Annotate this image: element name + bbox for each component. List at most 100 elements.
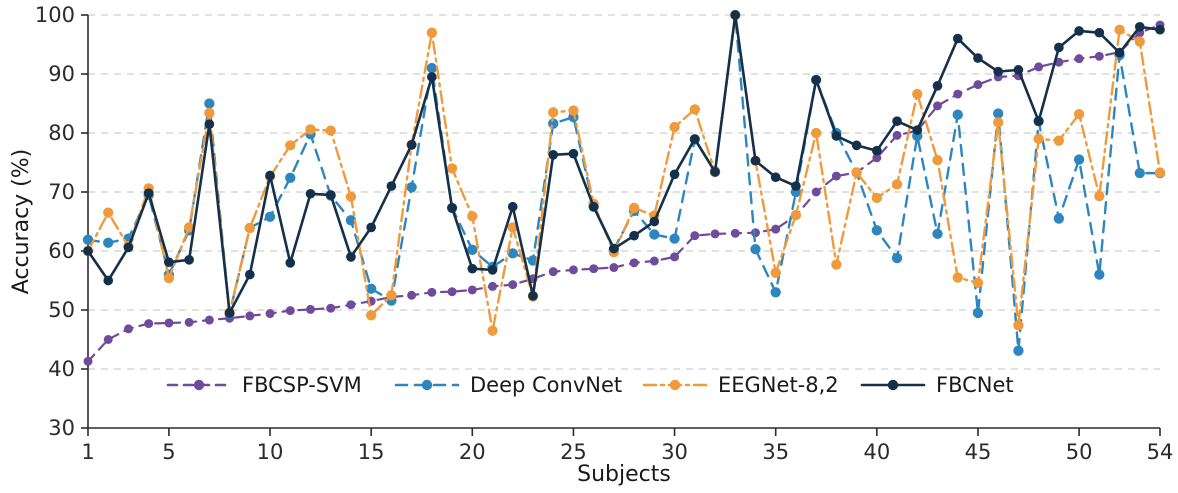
data-point [629, 230, 639, 241]
data-point [1134, 21, 1145, 32]
data-point [123, 324, 133, 334]
data-point [386, 181, 397, 191]
data-point [1114, 47, 1125, 58]
x-tick-label: 45 [965, 440, 992, 464]
data-point [932, 228, 943, 240]
y-axis-ticks: 30 40 50 60 70 80 90 100 [35, 3, 88, 440]
data-point [345, 215, 357, 226]
data-point [325, 190, 336, 200]
data-point [891, 179, 903, 190]
data-point [163, 272, 175, 284]
data-point [123, 242, 134, 253]
data-point [183, 222, 195, 233]
data-point [507, 201, 518, 212]
x-tick-label: 10 [257, 440, 284, 464]
data-point [649, 256, 659, 266]
data-point [912, 88, 923, 100]
data-point [143, 188, 154, 199]
data-point [285, 172, 296, 184]
data-point [993, 66, 1004, 77]
data-series-group [82, 9, 1166, 366]
data-point [447, 203, 457, 213]
data-point [365, 310, 377, 321]
data-point [831, 131, 842, 141]
legend-item-deep-convnet[interactable]: Deep ConvNet [394, 373, 622, 397]
data-point [670, 252, 680, 262]
data-point [488, 281, 498, 291]
x-tick-label: 15 [358, 440, 385, 464]
data-point [891, 252, 903, 264]
x-tick-label: 1 [81, 440, 94, 464]
data-point [406, 139, 417, 150]
legend-marker [193, 379, 205, 391]
legend-item-fbcnet[interactable]: FBCNet [860, 373, 1014, 397]
data-point [1033, 116, 1044, 127]
legend-label: Deep ConvNet [470, 373, 622, 397]
data-point [265, 309, 275, 319]
gridlines [88, 14, 1160, 370]
legend-label: EEGNet-8,2 [718, 373, 839, 397]
x-tick-label: 25 [560, 440, 587, 464]
data-point [568, 148, 579, 159]
data-point [164, 257, 174, 268]
data-point [710, 229, 720, 239]
data-point [588, 201, 599, 212]
data-point [467, 211, 478, 222]
x-tick-label: 20 [459, 440, 486, 464]
data-point [871, 192, 883, 204]
data-point [265, 170, 275, 181]
legend-marker [887, 379, 899, 391]
data-point [407, 290, 417, 300]
data-point [649, 229, 660, 240]
data-point [245, 311, 255, 321]
data-point [730, 228, 740, 238]
chart-legend: FBCSP-SVM Deep ConvNet EEGNet-8,2 FBCNet [166, 373, 1014, 397]
y-tick-label: 40 [48, 357, 75, 381]
data-point [1094, 27, 1105, 38]
data-point [993, 117, 1004, 128]
data-point [1094, 190, 1105, 202]
data-point [427, 287, 437, 297]
data-point [1013, 345, 1024, 356]
data-point [972, 307, 984, 319]
data-point [690, 231, 700, 241]
data-point [589, 264, 599, 274]
x-tick-label: 54 [1147, 440, 1174, 464]
series-eegnet-8-2 [82, 9, 1166, 336]
data-point [144, 319, 154, 329]
x-tick-label: 35 [762, 440, 789, 464]
y-tick-label: 70 [48, 180, 75, 204]
data-point [204, 315, 214, 325]
data-point [973, 53, 983, 63]
data-point [932, 154, 943, 166]
data-point [1155, 24, 1165, 35]
data-point [103, 207, 114, 218]
data-point [204, 98, 215, 109]
data-point [103, 237, 114, 248]
data-point [568, 105, 579, 116]
legend-item-fbcsp-svm[interactable]: FBCSP-SVM [166, 373, 362, 397]
x-tick-label: 30 [661, 440, 688, 464]
y-tick-label: 80 [48, 121, 75, 145]
data-point [426, 27, 438, 38]
data-point [305, 124, 316, 135]
x-tick-label: 5 [162, 440, 175, 464]
data-point [952, 272, 963, 283]
series-deep-convnet [82, 9, 1166, 356]
data-point [1013, 65, 1024, 75]
data-point [487, 325, 498, 336]
legend-item-eegnet-8-2[interactable]: EEGNet-8,2 [642, 373, 839, 397]
data-point [750, 244, 761, 255]
data-point [872, 145, 882, 156]
data-point [1053, 213, 1065, 224]
legend-label: FBCSP-SVM [242, 373, 362, 397]
data-point [770, 267, 781, 279]
data-point [609, 263, 619, 273]
data-point [1154, 167, 1166, 178]
x-tick-label: 50 [1066, 440, 1093, 464]
data-point [1134, 36, 1145, 47]
x-axis-ticks: 1 5 10 15 20 25 30 35 40 45 50 54 [81, 428, 1173, 464]
data-point [366, 222, 376, 233]
